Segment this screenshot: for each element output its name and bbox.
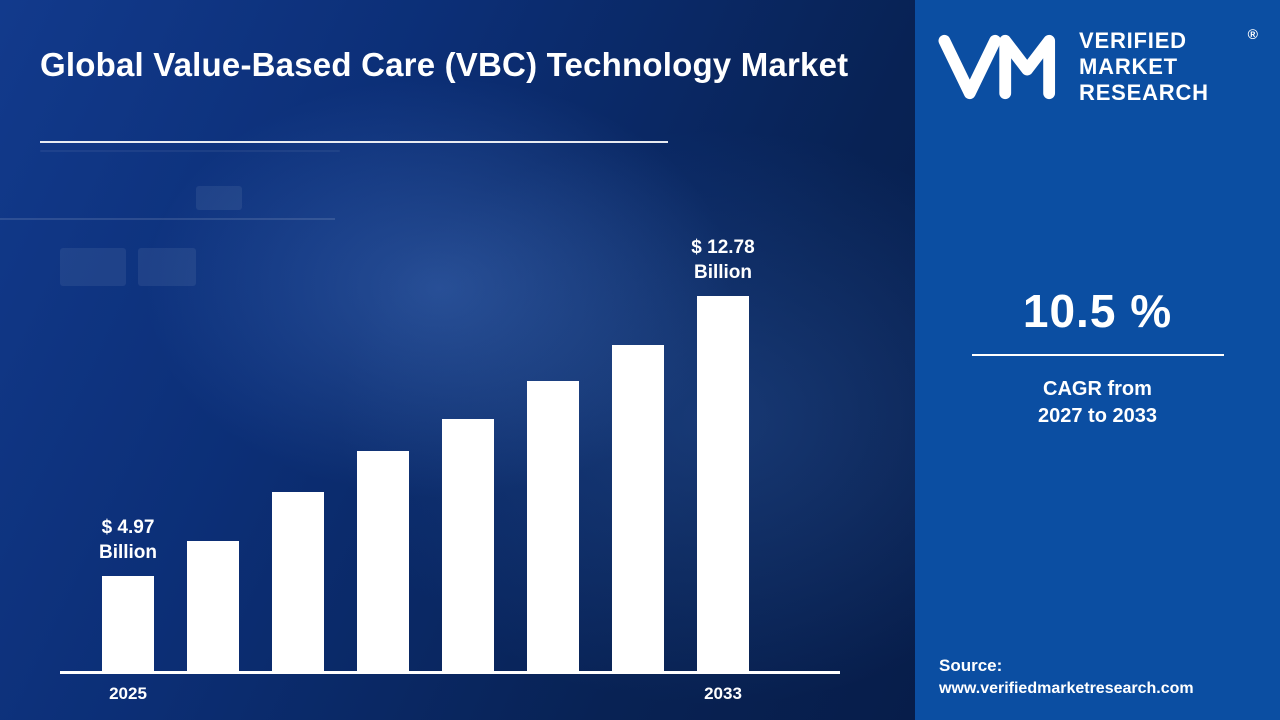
bar [102, 576, 154, 671]
bar [442, 419, 494, 671]
brand-line: VERIFIED [1079, 28, 1187, 53]
cagr-value: 10.5 % [1022, 284, 1173, 337]
bar [357, 451, 409, 671]
bar [527, 381, 579, 671]
bar [187, 541, 239, 671]
page-title: Global Value-Based Care (VBC) Technology… [40, 46, 849, 83]
cagr-block: 10.5 % CAGR from 2027 to 2033 [937, 284, 1258, 430]
source-url-link[interactable]: www.verifiedmarketresearch.com [939, 680, 1194, 697]
bar-group [442, 419, 494, 671]
x-tick-label: 2025 [109, 684, 147, 703]
bar [697, 296, 749, 671]
cagr-underline [971, 353, 1224, 356]
background-shape [196, 186, 242, 210]
bar [612, 345, 664, 671]
bar-series: $ 4.97 Billion 2025 $ 12.78 Billion 2033 [60, 226, 840, 703]
brand-line: RESEARCH [1079, 79, 1209, 105]
background-line [40, 150, 340, 152]
bar-group: $ 4.97 Billion 2025 [98, 515, 158, 703]
bar-value-label: $ 12.78 Billion [691, 236, 755, 284]
source-label: Source: [939, 656, 1003, 675]
registered-trademark: ® [1247, 26, 1258, 42]
brand-logo: VERIFIED MARKET RESEARCH ® [937, 26, 1258, 106]
background-line [0, 218, 335, 220]
bar-group [187, 541, 239, 671]
bar [272, 492, 324, 671]
bar-group [527, 381, 579, 671]
bar-chart: $ 4.97 Billion 2025 $ 12.78 Billion 2033 [60, 226, 840, 703]
info-sidebar: VERIFIED MARKET RESEARCH ® 10.5 % CAGR f… [915, 0, 1280, 720]
bar-group [612, 345, 664, 671]
bar-value-label: $ 4.97 Billion [98, 516, 158, 564]
source-block: Source: www.verifiedmarketresearch.com [939, 656, 1194, 698]
title-underline [40, 141, 668, 143]
chart-panel: Global Value-Based Care (VBC) Technology… [0, 0, 915, 720]
bar-group [357, 451, 409, 671]
bar-group [272, 492, 324, 671]
cagr-label: CAGR from 2027 to 2033 [1038, 377, 1157, 427]
brand-name: VERIFIED MARKET RESEARCH [1079, 28, 1209, 106]
bar-group: $ 12.78 Billion 2033 [691, 235, 754, 703]
x-tick-label: 2033 [704, 684, 742, 703]
vmr-monogram-icon [938, 34, 1056, 100]
brand-line: MARKET [1079, 53, 1178, 79]
